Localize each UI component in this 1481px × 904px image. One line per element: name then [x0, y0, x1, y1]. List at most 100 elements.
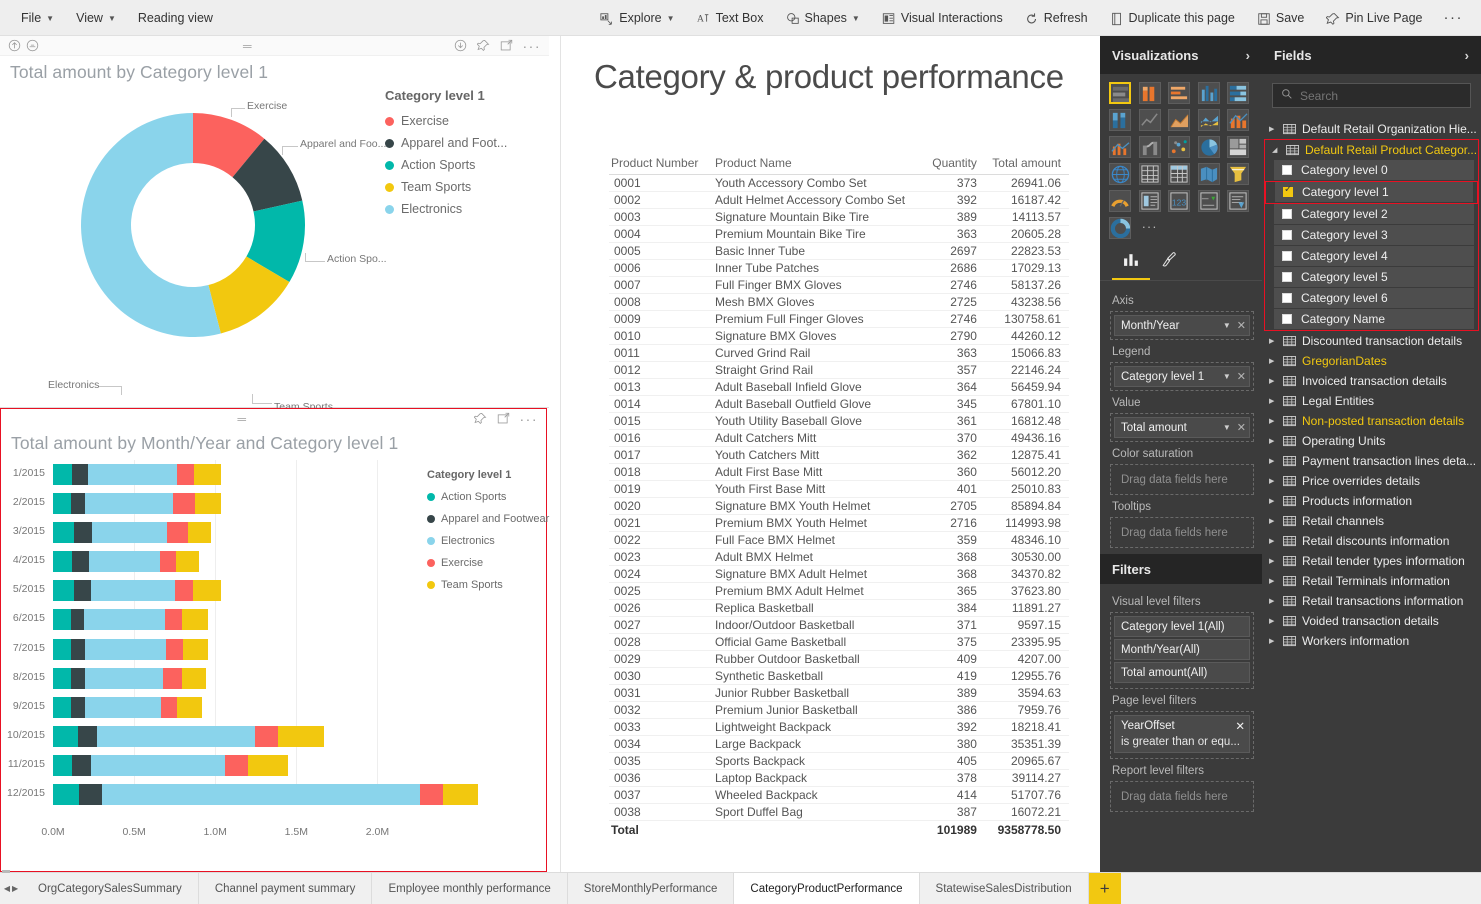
field-well-pill[interactable]: Category level 1 ▼ ✕: [1114, 366, 1250, 387]
field-item[interactable]: Category level 5: [1274, 267, 1474, 287]
ribbon-overflow-button[interactable]: ···: [1443, 9, 1463, 26]
chevron-down-icon[interactable]: ▼: [1222, 423, 1231, 432]
gauge-icon[interactable]: [1109, 190, 1131, 212]
bar-row[interactable]: 8/2015: [1, 664, 546, 693]
pie-chart-icon[interactable]: [1197, 136, 1220, 158]
table-row[interactable]: 0014 Adult Baseball Outfield Glove 345 6780…: [609, 395, 1069, 413]
chevron-right-icon[interactable]: ▶: [1269, 478, 1275, 485]
chevron-right-icon[interactable]: ▶: [1269, 378, 1275, 385]
bar-segment[interactable]: [70, 667, 86, 689]
bar-stack[interactable]: [53, 609, 209, 631]
fields-table-row[interactable]: ▶ Retail transactions information: [1262, 591, 1481, 611]
bar-segment[interactable]: [53, 493, 72, 515]
table-row[interactable]: 0007 Full Finger BMX Gloves 2746 58137.26: [609, 276, 1069, 294]
column-header-product-name[interactable]: Product Name: [712, 154, 927, 175]
duplicate-page-button[interactable]: Duplicate this page: [1099, 7, 1246, 29]
tab-fields[interactable]: [1112, 251, 1150, 280]
bar-segment[interactable]: [77, 725, 97, 747]
table-row[interactable]: 0013 Adult Baseball Infield Glove 364 56459…: [609, 378, 1069, 396]
checkbox-icon[interactable]: [1282, 165, 1292, 175]
bar-segment[interactable]: [90, 754, 226, 776]
bar-stack[interactable]: [53, 464, 222, 485]
table-row[interactable]: 0030 Synthetic Basketball 419 12955.76: [609, 667, 1069, 685]
bar-segment[interactable]: [88, 551, 161, 573]
bar-row[interactable]: 12/2015: [1, 780, 546, 809]
bar-segment[interactable]: [90, 580, 176, 602]
page-tab[interactable]: Channel payment summary: [198, 873, 373, 904]
legend-item[interactable]: Action Sports: [385, 158, 507, 172]
table-row[interactable]: 0015 Youth Utility Baseball Glove 361 16812…: [609, 412, 1069, 430]
filter-pill-yearoffset[interactable]: YearOffset ✕ is greater than or equ...: [1114, 715, 1250, 753]
card-icon[interactable]: [1138, 190, 1161, 212]
bar-segment[interactable]: [91, 522, 168, 544]
product-table-visual[interactable]: Product Number Product Name Quantity Tot…: [609, 154, 1110, 838]
table-row[interactable]: 0009 Premium Full Finger Gloves 2746 130758…: [609, 310, 1069, 328]
bar-segment[interactable]: [53, 784, 80, 806]
table-row[interactable]: 0016 Adult Catchers Mitt 370 49436.16: [609, 429, 1069, 447]
table-row[interactable]: 0010 Signature BMX Gloves 2790 44260.12: [609, 327, 1069, 345]
bar-segment[interactable]: [72, 754, 91, 776]
search-input[interactable]: [1300, 88, 1450, 103]
field-item[interactable]: Category level 0: [1274, 160, 1474, 180]
legend-item[interactable]: Apparel and Foot...: [385, 136, 507, 150]
tab-format[interactable]: [1150, 251, 1188, 280]
donut-chart-visual[interactable]: ═ ··· Total amount by Category level 1: [0, 36, 549, 413]
bar-row[interactable]: 9/2015: [1, 693, 546, 722]
bar-stack[interactable]: [53, 522, 212, 544]
bar-segment[interactable]: [167, 522, 188, 544]
bar-segment[interactable]: [161, 696, 178, 718]
field-well-dropzone[interactable]: Drag data fields here: [1110, 464, 1254, 495]
field-well-dropzone[interactable]: Drag data fields here: [1110, 517, 1254, 548]
bar-segment[interactable]: [53, 609, 71, 631]
bar-segment[interactable]: [194, 464, 222, 485]
chevron-right-icon[interactable]: ▶: [1269, 598, 1275, 605]
table-row[interactable]: 0005 Basic Inner Tube 2697 22823.53: [609, 242, 1069, 260]
checkbox-icon[interactable]: [1282, 314, 1292, 324]
fields-table-row[interactable]: ▶ Products information: [1262, 491, 1481, 511]
table-row[interactable]: 0011 Curved Grind Rail 363 15066.83: [609, 344, 1069, 362]
fields-table-row[interactable]: ▶ Retail tender types information: [1262, 551, 1481, 571]
stacked-area-chart-icon[interactable]: [1197, 109, 1220, 131]
table-row[interactable]: 0021 Premium BMX Youth Helmet 2716 114993.9…: [609, 514, 1069, 532]
bar-segment[interactable]: [84, 493, 174, 515]
bar-segment[interactable]: [74, 522, 92, 544]
table-row[interactable]: 0028 Official Game Basketball 375 23395.95: [609, 633, 1069, 651]
bar-segment[interactable]: [166, 638, 184, 660]
bar-row[interactable]: 6/2015: [1, 605, 546, 634]
field-well-pill[interactable]: Total amount ▼ ✕: [1114, 417, 1250, 438]
checkbox-icon[interactable]: [1282, 251, 1292, 261]
fields-table-row[interactable]: ▶ Legal Entities: [1262, 391, 1481, 411]
table-row[interactable]: 0022 Full Face BMX Helmet 359 48346.10: [609, 531, 1069, 549]
chevron-left-icon[interactable]: ◀: [3, 884, 10, 893]
legend-item[interactable]: Electronics: [427, 535, 549, 547]
bar-segment[interactable]: [87, 464, 177, 485]
table-row[interactable]: 0001 Youth Accessory Combo Set 373 26941.06: [609, 174, 1069, 192]
bar-row[interactable]: 7/2015: [1, 635, 546, 664]
table-row[interactable]: 0038 Sport Duffel Bag 387 16072.21: [609, 803, 1069, 821]
bar-segment[interactable]: [71, 493, 85, 515]
field-well-pill[interactable]: Month/Year ▼ ✕: [1114, 315, 1250, 336]
table-row[interactable]: 0034 Large Backpack 380 35351.39: [609, 735, 1069, 753]
bar-stack[interactable]: [53, 638, 209, 660]
bar-row[interactable]: 11/2015: [1, 751, 546, 780]
visual-level-filter-pill[interactable]: Total amount(All): [1114, 662, 1250, 683]
chevron-right-icon[interactable]: ▶: [1269, 398, 1275, 405]
chevron-right-icon[interactable]: ▶: [1269, 558, 1275, 565]
fields-table-row[interactable]: ▶ Voided transaction details: [1262, 611, 1481, 631]
chevron-right-icon[interactable]: ▶: [12, 884, 19, 893]
bar-segment[interactable]: [53, 464, 73, 485]
refresh-button[interactable]: Refresh: [1014, 7, 1099, 29]
field-item[interactable]: Category level 3: [1274, 225, 1474, 245]
bar-segment[interactable]: [194, 493, 221, 515]
bar-segment[interactable]: [225, 754, 248, 776]
donut-slice[interactable]: [193, 113, 265, 178]
field-well-dropzone[interactable]: Month/Year ▼ ✕: [1110, 311, 1254, 340]
column-header-total-amount[interactable]: Total amount: [984, 154, 1069, 175]
bar-segment[interactable]: [182, 609, 209, 631]
resize-handle-ne[interactable]: [541, 368, 548, 375]
bar-segment[interactable]: [73, 580, 91, 602]
matrix-icon[interactable]: [1168, 163, 1191, 185]
bar-segment[interactable]: [84, 609, 166, 631]
checkbox-icon[interactable]: [1282, 293, 1292, 303]
table-row[interactable]: 0019 Youth First Base Mitt 401 25010.83: [609, 480, 1069, 498]
